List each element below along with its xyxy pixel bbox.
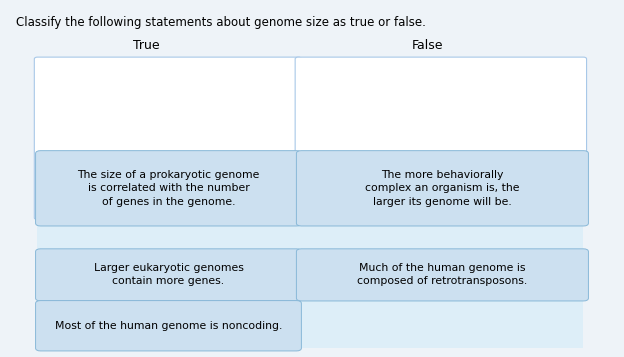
FancyBboxPatch shape [36, 151, 301, 226]
FancyBboxPatch shape [36, 249, 301, 301]
Text: The more behaviorally
complex an organism is, the
larger its genome will be.: The more behaviorally complex an organis… [365, 170, 520, 206]
Text: Larger eukaryotic genomes
contain more genes.: Larger eukaryotic genomes contain more g… [94, 263, 243, 286]
Text: The size of a prokaryotic genome
is correlated with the number
of genes in the g: The size of a prokaryotic genome is corr… [77, 170, 260, 206]
FancyBboxPatch shape [296, 151, 588, 226]
FancyBboxPatch shape [36, 301, 301, 351]
FancyBboxPatch shape [34, 57, 301, 220]
Text: False: False [412, 39, 443, 52]
Bar [37, 154, 583, 348]
Text: Most of the human genome is noncoding.: Most of the human genome is noncoding. [55, 321, 282, 331]
FancyBboxPatch shape [295, 57, 587, 220]
Text: Classify the following statements about genome size as true or false.: Classify the following statements about … [16, 16, 426, 29]
Text: True: True [134, 39, 160, 52]
Text: Much of the human genome is
composed of retrotransposons.: Much of the human genome is composed of … [358, 263, 527, 286]
FancyBboxPatch shape [296, 249, 588, 301]
